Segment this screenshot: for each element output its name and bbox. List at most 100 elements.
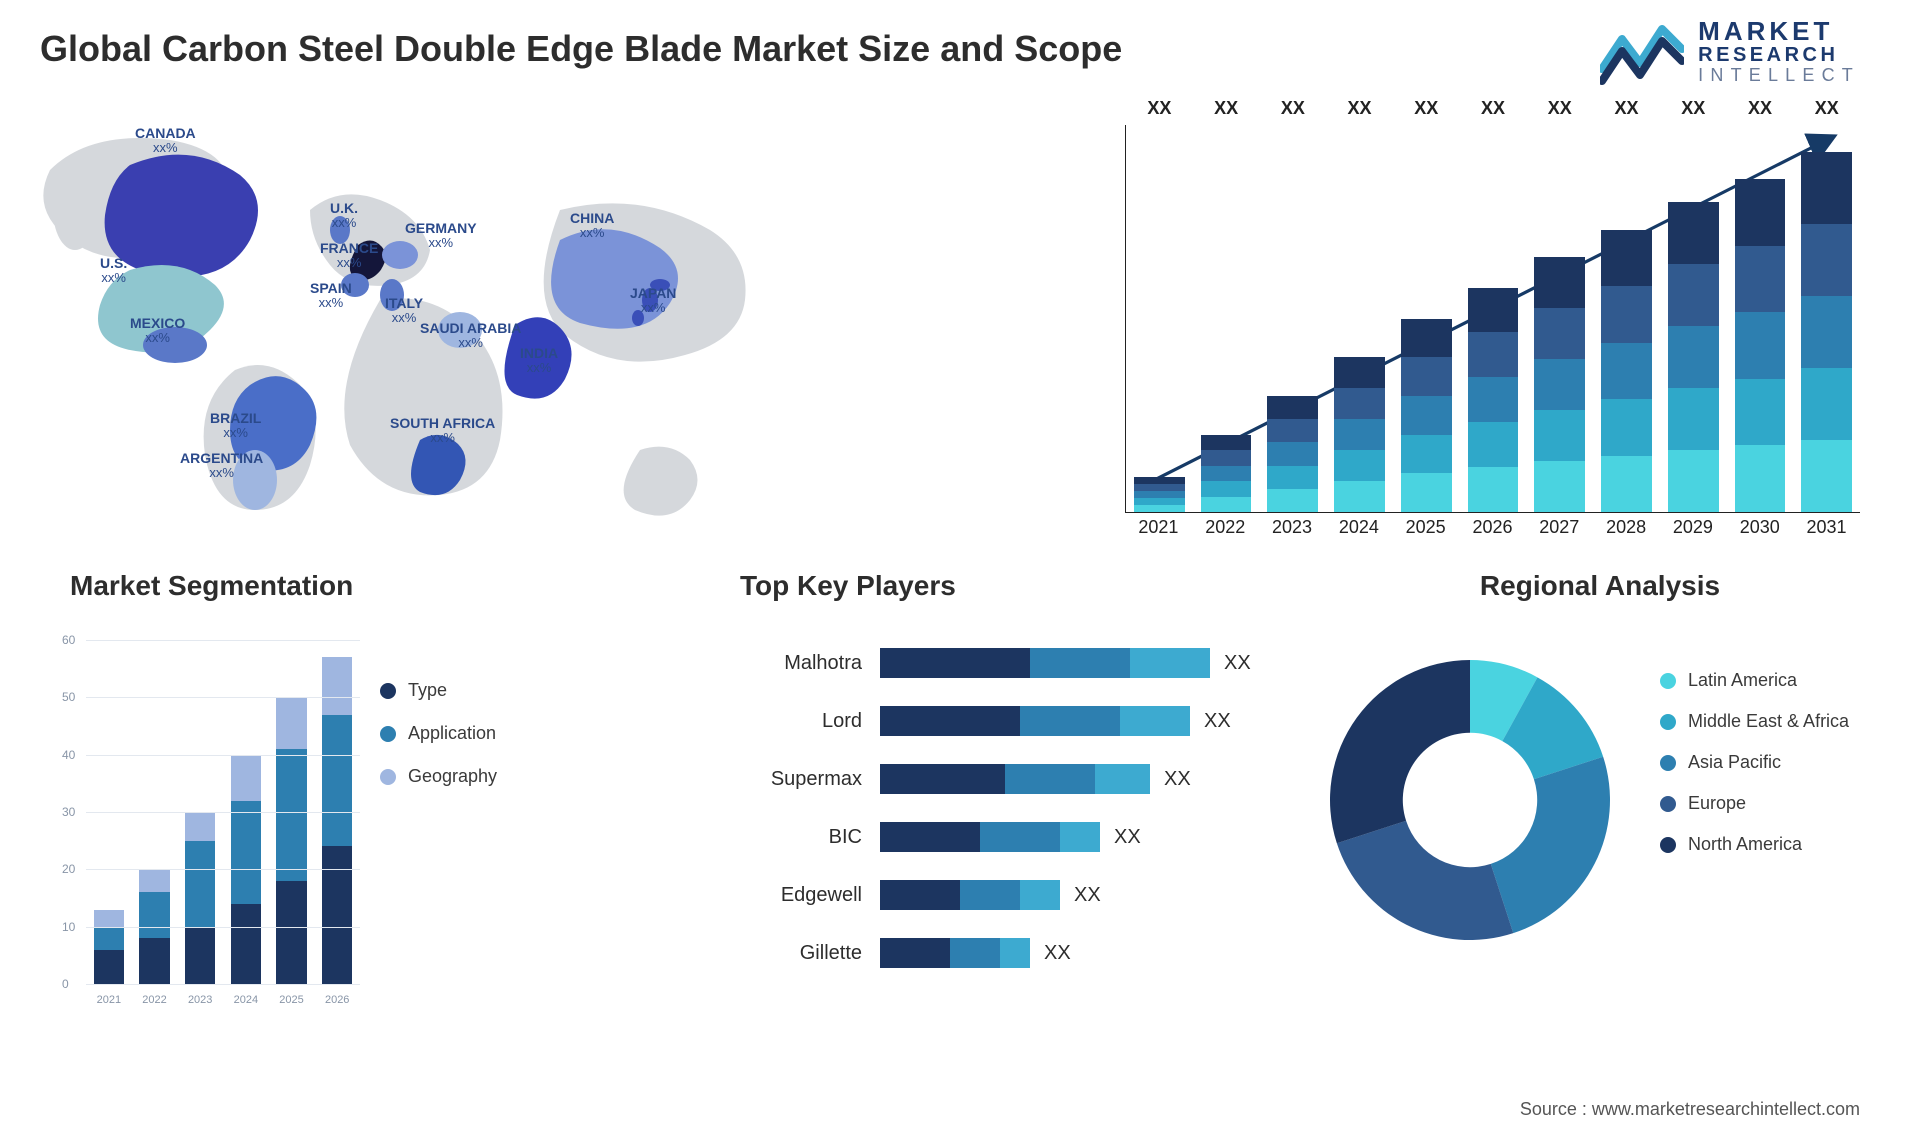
map-label: MEXICOxx% bbox=[130, 315, 185, 346]
key-player-name: Gillette bbox=[740, 942, 880, 965]
bar-value-label: XX bbox=[1281, 98, 1305, 119]
main-chart-bar: XX bbox=[1393, 125, 1460, 512]
bar-value-label: XX bbox=[1214, 98, 1238, 119]
segmentation-legend: Type Application Geography bbox=[380, 680, 497, 787]
key-player-value: XX bbox=[1114, 826, 1141, 849]
map-label: U.K.xx% bbox=[330, 200, 358, 231]
main-chart-year-label: 2027 bbox=[1526, 517, 1593, 545]
source-attribution: Source : www.marketresearchintellect.com bbox=[1520, 1099, 1860, 1120]
key-player-row: Edgewell XX bbox=[740, 874, 1270, 916]
main-chart-bar: XX bbox=[1526, 125, 1593, 512]
main-chart-bar: XX bbox=[1193, 125, 1260, 512]
main-chart-year-label: 2030 bbox=[1726, 517, 1793, 545]
map-label: JAPANxx% bbox=[630, 285, 676, 316]
key-player-value: XX bbox=[1044, 942, 1071, 965]
main-chart-year-label: 2025 bbox=[1392, 517, 1459, 545]
key-player-name: Malhotra bbox=[740, 652, 880, 675]
map-label: CANADAxx% bbox=[135, 125, 196, 156]
bar-value-label: XX bbox=[1481, 98, 1505, 119]
donut-svg bbox=[1310, 640, 1630, 960]
map-label: CHINAxx% bbox=[570, 210, 614, 241]
bar-value-label: XX bbox=[1414, 98, 1438, 119]
main-chart-bar: XX bbox=[1727, 125, 1794, 512]
map-label: SPAINxx% bbox=[310, 280, 352, 311]
bar-value-label: XX bbox=[1614, 98, 1638, 119]
logo-text-2: RESEARCH bbox=[1698, 45, 1860, 66]
donut-slice bbox=[1330, 660, 1470, 843]
main-chart-year-label: 2024 bbox=[1325, 517, 1392, 545]
legend-item: Middle East & Africa bbox=[1660, 711, 1849, 732]
key-player-name: Lord bbox=[740, 710, 880, 733]
main-chart-year-label: 2023 bbox=[1259, 517, 1326, 545]
legend-item: Application bbox=[380, 723, 497, 744]
regional-analysis: Regional Analysis Latin America Middle Ea… bbox=[1310, 570, 1890, 1010]
map-label: FRANCExx% bbox=[320, 240, 378, 271]
logo-text-1: MARKET bbox=[1698, 18, 1860, 45]
key-player-value: XX bbox=[1164, 768, 1191, 791]
key-player-row: BIC XX bbox=[740, 816, 1270, 858]
key-player-value: XX bbox=[1204, 710, 1231, 733]
key-player-row: Gillette XX bbox=[740, 932, 1270, 974]
page-title: Global Carbon Steel Double Edge Blade Ma… bbox=[40, 28, 1122, 70]
donut-slice bbox=[1337, 821, 1513, 940]
key-players-rows: Malhotra XX Lord XX Supermax XX BIC XX Edgewell X… bbox=[740, 642, 1270, 974]
key-player-name: Edgewell bbox=[740, 884, 880, 907]
main-chart-bars: XXXXXXXXXXXXXXXXXXXXXX bbox=[1126, 125, 1860, 512]
key-player-row: Supermax XX bbox=[740, 758, 1270, 800]
key-players-title: Top Key Players bbox=[740, 570, 1270, 602]
key-player-name: BIC bbox=[740, 826, 880, 849]
regional-donut bbox=[1310, 640, 1630, 960]
key-player-row: Lord XX bbox=[740, 700, 1270, 742]
main-chart-bar: XX bbox=[1126, 125, 1193, 512]
map-label: INDIAxx% bbox=[520, 345, 558, 376]
main-chart-xlabels: 2021202220232024202520262027202820292030… bbox=[1125, 517, 1860, 545]
bar-value-label: XX bbox=[1348, 98, 1372, 119]
map-label: GERMANYxx% bbox=[405, 220, 477, 251]
main-chart-bar: XX bbox=[1326, 125, 1393, 512]
market-segmentation: Market Segmentation 20212022202320242025… bbox=[70, 570, 550, 1010]
donut-slice bbox=[1491, 757, 1610, 933]
main-chart-year-label: 2029 bbox=[1660, 517, 1727, 545]
bar-value-label: XX bbox=[1548, 98, 1572, 119]
map-label: SOUTH AFRICAxx% bbox=[390, 415, 495, 446]
main-chart-year-label: 2031 bbox=[1793, 517, 1860, 545]
key-player-row: Malhotra XX bbox=[740, 642, 1270, 684]
logo-text-3: INTELLECT bbox=[1698, 66, 1860, 85]
main-forecast-chart: XXXXXXXXXXXXXXXXXXXXXX 20212022202320242… bbox=[1125, 125, 1860, 545]
map-label: U.S.xx% bbox=[100, 255, 127, 286]
segmentation-title: Market Segmentation bbox=[70, 570, 550, 602]
main-chart-bar: XX bbox=[1259, 125, 1326, 512]
world-map: CANADAxx% U.S.xx% MEXICOxx% BRAZILxx% ARGENT… bbox=[40, 120, 790, 540]
key-player-name: Supermax bbox=[740, 768, 880, 791]
main-chart-bar: XX bbox=[1593, 125, 1660, 512]
key-player-value: XX bbox=[1074, 884, 1101, 907]
map-label: BRAZILxx% bbox=[210, 410, 261, 441]
bar-value-label: XX bbox=[1147, 98, 1171, 119]
main-chart-year-label: 2026 bbox=[1459, 517, 1526, 545]
main-chart-year-label: 2021 bbox=[1125, 517, 1192, 545]
map-label: SAUDI ARABIAxx% bbox=[420, 320, 521, 351]
legend-item: Geography bbox=[380, 766, 497, 787]
legend-item: Latin America bbox=[1660, 670, 1849, 691]
legend-item: Europe bbox=[1660, 793, 1849, 814]
logo-mark-icon bbox=[1600, 19, 1684, 85]
bar-value-label: XX bbox=[1681, 98, 1705, 119]
regional-title: Regional Analysis bbox=[1310, 570, 1890, 602]
main-chart-bar: XX bbox=[1460, 125, 1527, 512]
brand-logo: MARKET RESEARCH INTELLECT bbox=[1600, 18, 1860, 85]
key-player-value: XX bbox=[1224, 652, 1251, 675]
map-label: ARGENTINAxx% bbox=[180, 450, 263, 481]
main-chart-bar: XX bbox=[1793, 125, 1860, 512]
main-chart-year-label: 2028 bbox=[1593, 517, 1660, 545]
bar-value-label: XX bbox=[1815, 98, 1839, 119]
legend-item: Asia Pacific bbox=[1660, 752, 1849, 773]
main-chart-year-label: 2022 bbox=[1192, 517, 1259, 545]
bar-value-label: XX bbox=[1748, 98, 1772, 119]
regional-legend: Latin America Middle East & Africa Asia Pa… bbox=[1660, 670, 1849, 855]
legend-item: Type bbox=[380, 680, 497, 701]
main-chart-bar: XX bbox=[1660, 125, 1727, 512]
map-label: ITALYxx% bbox=[385, 295, 423, 326]
legend-item: North America bbox=[1660, 834, 1849, 855]
segmentation-chart: 202120222023202420252026 0102030405060 bbox=[60, 630, 360, 1010]
top-key-players: Top Key Players MalhotraXXLordXXSupermax… bbox=[740, 570, 1270, 1010]
